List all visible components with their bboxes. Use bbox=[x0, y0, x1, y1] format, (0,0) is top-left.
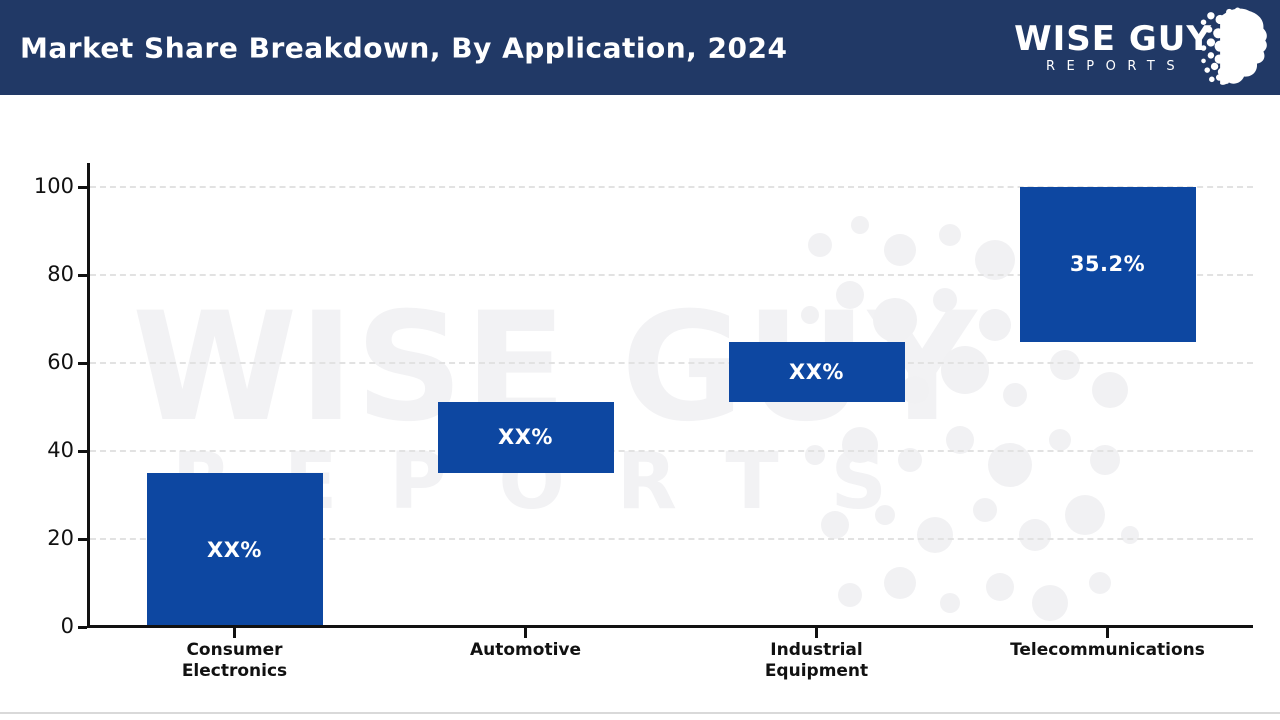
gridline-40 bbox=[90, 450, 1253, 452]
chart-area: WISE GUY REPORTS bbox=[0, 95, 1280, 712]
y-tick-label: 0 bbox=[60, 614, 74, 638]
y-tick-20 bbox=[78, 537, 87, 541]
wise-guy-reports-logo: WISE GUY REPORTS bbox=[1014, 4, 1268, 92]
bar-value-label: 35.2% bbox=[1069, 252, 1146, 277]
category-label: Consumer Electronics bbox=[85, 640, 385, 682]
y-tick-0 bbox=[78, 625, 87, 629]
category-label-line: Consumer bbox=[186, 640, 283, 660]
logo-text: WISE GUY REPORTS bbox=[1014, 19, 1212, 74]
logo-head-icon bbox=[1199, 7, 1267, 85]
gridline-80 bbox=[90, 274, 1253, 276]
bar-industrial-equipment: XX% bbox=[728, 341, 905, 402]
x-axis bbox=[87, 625, 1253, 628]
category-label-line: Electronics bbox=[181, 661, 288, 681]
logo-wordmark: WISE GUY bbox=[1014, 19, 1212, 60]
category-label-line: Equipment bbox=[764, 661, 869, 681]
x-tick-3 bbox=[1106, 628, 1109, 638]
y-tick-40 bbox=[78, 449, 87, 453]
bar-automotive: XX% bbox=[437, 401, 614, 473]
x-tick-2 bbox=[815, 628, 818, 638]
bar-value-label: XX% bbox=[789, 359, 844, 384]
category-label: Industrial Equipment bbox=[667, 640, 967, 682]
gridline-20 bbox=[90, 538, 1253, 540]
bar-value-label: XX% bbox=[498, 425, 553, 450]
bar-consumer-electronics: XX% bbox=[146, 473, 323, 627]
x-tick-0 bbox=[233, 628, 236, 638]
footer-divider bbox=[0, 712, 1280, 714]
bar-telecommunications: 35.2% bbox=[1019, 187, 1196, 342]
y-tick-label: 40 bbox=[47, 438, 74, 462]
gridline-60 bbox=[90, 362, 1253, 364]
y-tick-label: 20 bbox=[47, 526, 74, 550]
header-bar: Market Share Breakdown, By Application, … bbox=[0, 0, 1280, 95]
y-tick-60 bbox=[78, 361, 87, 365]
category-label-line: Industrial bbox=[770, 640, 863, 660]
y-tick-label: 60 bbox=[47, 350, 74, 374]
gridline-100 bbox=[90, 186, 1253, 188]
y-tick-100 bbox=[78, 185, 87, 189]
x-tick-1 bbox=[524, 628, 527, 638]
bar-value-label: XX% bbox=[207, 538, 262, 562]
chart-title: Market Share Breakdown, By Application, … bbox=[20, 31, 788, 64]
y-tick-label: 100 bbox=[33, 174, 74, 198]
y-tick-80 bbox=[78, 273, 87, 277]
category-label-line: Automotive bbox=[469, 640, 582, 660]
y-axis bbox=[87, 163, 90, 628]
logo-subtitle: REPORTS bbox=[1046, 58, 1187, 74]
y-tick-label: 80 bbox=[47, 262, 74, 286]
category-label: Automotive bbox=[376, 640, 676, 661]
category-label: Telecommunications bbox=[958, 640, 1258, 661]
category-label-line: Telecommunications bbox=[1010, 640, 1205, 660]
